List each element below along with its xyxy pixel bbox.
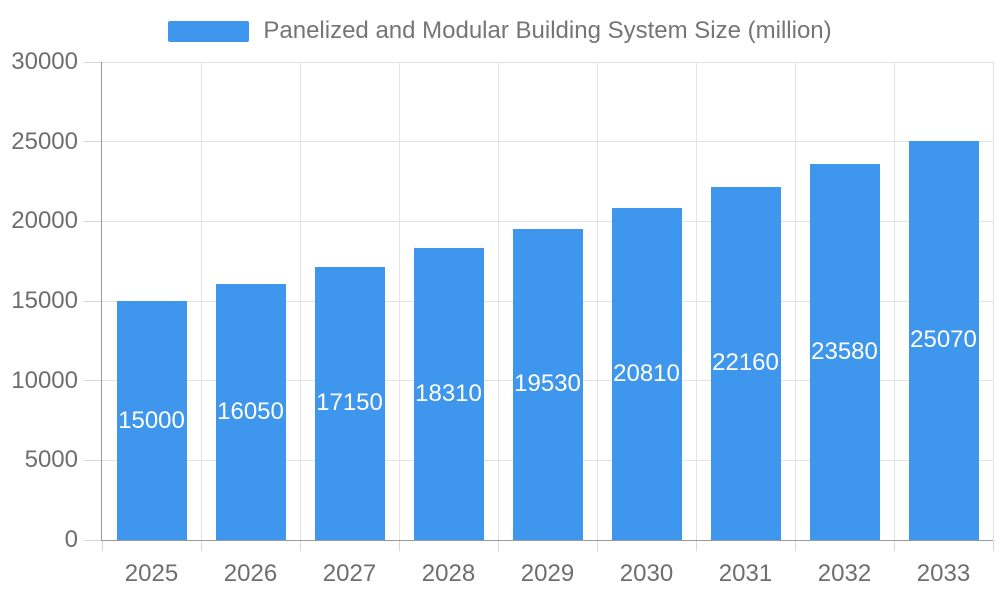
bar-value-label: 22160 bbox=[712, 349, 779, 377]
legend-swatch bbox=[168, 20, 250, 42]
y-axis-tick bbox=[84, 539, 102, 541]
x-axis-tick-label: 2033 bbox=[916, 560, 971, 587]
y-axis-line bbox=[101, 62, 102, 541]
y-axis-tick-label: 20000 bbox=[11, 207, 78, 235]
legend[interactable]: Panelized and Modular Building System Si… bbox=[0, 17, 1000, 45]
bar-value-label: 17150 bbox=[316, 389, 383, 417]
x-axis-tick-label: 2027 bbox=[322, 560, 377, 587]
bar[interactable]: 17150 bbox=[314, 266, 385, 540]
y-axis-tick-label: 25000 bbox=[11, 127, 78, 155]
y-axis-tick-label: 10000 bbox=[11, 366, 78, 394]
y-axis-tick-label: 30000 bbox=[11, 48, 78, 75]
v-gridline bbox=[992, 62, 994, 540]
v-gridline bbox=[794, 62, 796, 540]
bar-value-label: 18310 bbox=[415, 380, 482, 408]
x-axis-tick bbox=[101, 541, 103, 551]
x-axis-tick-label: 2025 bbox=[124, 560, 179, 587]
bar[interactable]: 18310 bbox=[413, 248, 484, 540]
v-gridline bbox=[398, 62, 400, 540]
y-axis-tick bbox=[84, 459, 102, 461]
x-axis-tick bbox=[992, 541, 994, 551]
h-gridline bbox=[102, 220, 993, 222]
legend-label: Panelized and Modular Building System Si… bbox=[263, 17, 832, 44]
h-gridline bbox=[102, 61, 993, 63]
v-gridline bbox=[497, 62, 499, 540]
x-axis-tick-label: 2030 bbox=[619, 560, 674, 587]
x-axis-tick bbox=[200, 541, 202, 551]
v-gridline bbox=[893, 62, 895, 540]
bar-value-label: 19530 bbox=[514, 370, 581, 398]
x-axis-tick bbox=[596, 541, 598, 551]
bar-value-label: 20810 bbox=[613, 360, 680, 388]
x-axis-tick-label: 2029 bbox=[520, 560, 575, 587]
v-gridline bbox=[695, 62, 697, 540]
bar[interactable]: 22160 bbox=[710, 186, 781, 540]
y-axis-tick bbox=[84, 300, 102, 302]
y-axis-tick-label: 0 bbox=[64, 526, 78, 553]
x-axis-tick bbox=[695, 541, 697, 551]
x-axis-tick-label: 2032 bbox=[817, 560, 872, 587]
x-axis-tick bbox=[497, 541, 499, 551]
x-axis-tick bbox=[299, 541, 301, 551]
y-axis-tick bbox=[84, 380, 102, 382]
bar-value-label: 25070 bbox=[910, 326, 977, 354]
bar-value-label: 16050 bbox=[217, 398, 284, 426]
bar[interactable]: 20810 bbox=[611, 208, 682, 540]
x-axis-tick bbox=[893, 541, 895, 551]
y-axis-tick bbox=[84, 141, 102, 143]
y-axis-tick-label: 15000 bbox=[11, 287, 78, 314]
bar[interactable]: 16050 bbox=[215, 284, 286, 540]
y-axis-tick bbox=[84, 61, 102, 63]
x-axis-tick-label: 2031 bbox=[718, 560, 773, 587]
x-axis-line bbox=[102, 540, 993, 541]
y-axis-tick bbox=[84, 220, 102, 222]
h-gridline bbox=[102, 141, 993, 143]
bar-value-label: 23580 bbox=[811, 338, 878, 366]
x-axis-tick-label: 2026 bbox=[223, 560, 278, 587]
x-axis-tick bbox=[398, 541, 400, 551]
bar-value-label: 15000 bbox=[118, 406, 185, 434]
v-gridline bbox=[299, 62, 301, 540]
bar[interactable]: 19530 bbox=[512, 228, 583, 540]
x-axis-tick-label: 2028 bbox=[421, 560, 476, 587]
bar[interactable]: 25070 bbox=[908, 140, 979, 540]
v-gridline bbox=[596, 62, 598, 540]
v-gridline bbox=[200, 62, 202, 540]
x-axis-tick bbox=[794, 541, 796, 551]
y-axis-tick-label: 5000 bbox=[24, 446, 78, 474]
bar[interactable]: 23580 bbox=[809, 164, 880, 540]
bar[interactable]: 15000 bbox=[116, 301, 187, 540]
